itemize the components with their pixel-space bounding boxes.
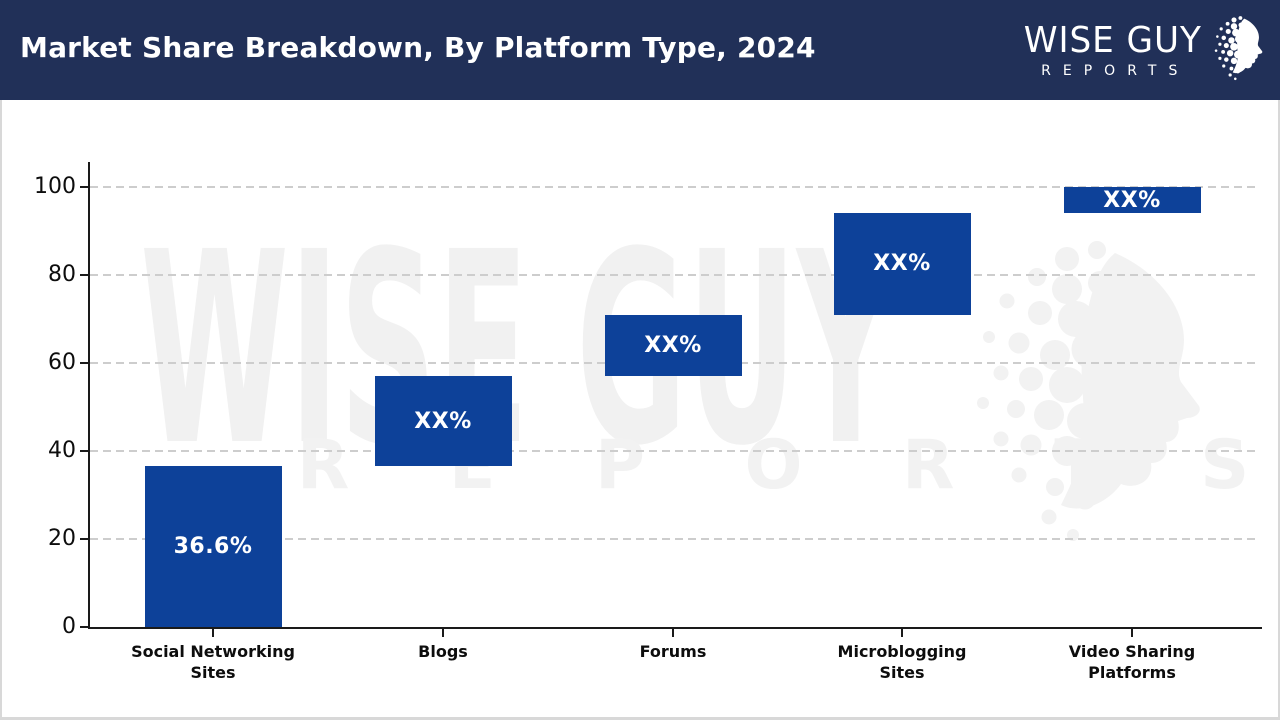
y-axis-tick-label: 60 [48,350,76,375]
x-axis-category-label: Forums [639,642,707,661]
y-axis-tick-label: 80 [48,262,76,287]
bar-forums: XX% [604,314,742,377]
chart-card: WISE GUY R E P O R T S 0 20 40 60 80 100 36.6%… [0,100,1280,720]
x-axis-category-label: Blogs [418,642,468,661]
x-axis-category-label: Social Networking Sites [131,642,295,683]
x-axis-tick [1131,629,1133,637]
bar-chart: 0 20 40 60 80 100 36.6% Social Networking Sites… [2,100,1278,717]
x-axis-line [88,627,1262,629]
page-title: Market Share Breakdown, By Platform Type… [20,30,816,64]
y-axis-tick [80,450,88,452]
bar-video-sharing-platforms: XX% [1063,187,1201,214]
bar-value-label: XX% [414,408,472,434]
bar-microblogging-sites: XX% [833,213,971,315]
bar-value-label: XX% [644,332,702,358]
gridline [90,274,1260,276]
bar-value-label: XX% [873,251,931,277]
y-axis-tick-label: 20 [48,526,76,551]
logo-subtitle: REPORTS [1041,62,1190,79]
bar-social-networking-sites: 36.6% [144,465,282,627]
bar-value-label: XX% [1103,187,1161,213]
y-axis-line [88,162,90,629]
wise-guy-head-icon [1202,6,1266,94]
y-axis-tick-label: 0 [62,614,76,639]
y-axis-tick-label: 100 [34,174,76,199]
gridline [90,538,1260,540]
y-axis-tick [80,274,88,276]
bar-blogs: XX% [374,376,512,466]
x-axis-category-label: Video Sharing Platforms [1068,642,1196,683]
x-axis-tick [901,629,903,637]
logo-text: WISE GUY REPORTS [1019,19,1207,79]
x-axis-category-label: Microblogging Sites [837,642,967,683]
x-axis-tick [212,629,214,637]
bar-value-label: 36.6% [173,533,253,559]
x-axis-tick [672,629,674,637]
y-axis-tick-label: 40 [48,438,76,463]
y-axis-tick [80,538,88,540]
y-axis-tick [80,362,88,364]
wise-guy-logo: WISE GUY REPORTS [1019,6,1267,94]
gridline [90,186,1260,188]
y-axis-tick [80,186,88,188]
logo-wordmark: WISE GUY [1023,19,1202,61]
x-axis-tick [442,629,444,637]
y-axis-tick [80,626,88,628]
header-bar: Market Share Breakdown, By Platform Type… [0,0,1280,100]
gridline [90,450,1260,452]
